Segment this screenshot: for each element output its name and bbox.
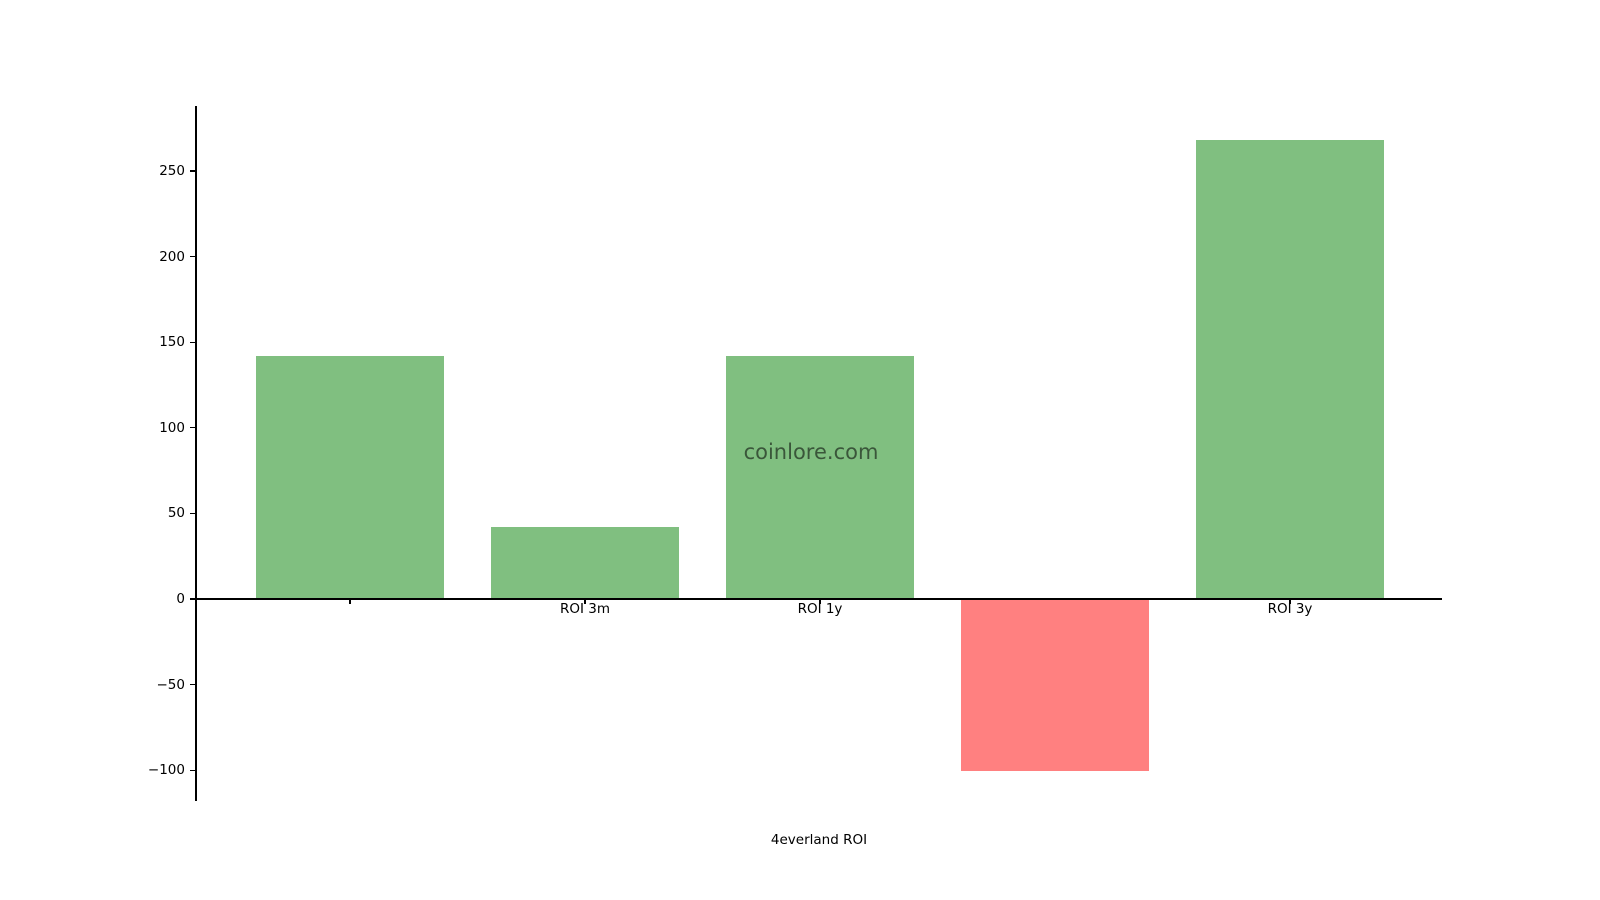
bar-unlabeled-1 (256, 355, 444, 599)
y-tick-label: 250 (159, 163, 185, 179)
watermark-text: coinlore.com (743, 440, 879, 464)
x-axis-zero-line (196, 598, 1442, 600)
y-tick-mark (190, 427, 196, 429)
y-tick-mark (190, 512, 196, 514)
x-tick-mark (584, 599, 586, 604)
x-tick-label: ROI 3m (559, 601, 611, 617)
y-tick-label: −50 (156, 676, 186, 693)
x-tick-mark (819, 599, 821, 604)
y-tick-label: 150 (159, 334, 185, 351)
y-tick-mark (190, 598, 196, 600)
y-tick-label: 200 (159, 248, 185, 265)
bar-roi-3y (1196, 140, 1384, 599)
y-tick-label: 50 (167, 505, 185, 522)
y-tick-mark (190, 256, 196, 258)
y-tick-mark (190, 170, 196, 172)
bar-roi-3m (491, 527, 679, 599)
bar-unlabeled-4 (961, 600, 1149, 772)
y-tick-label: 100 (159, 419, 185, 436)
x-axis-title: 4everland ROI (770, 832, 868, 848)
x-tick-label: ROI 3y (1267, 601, 1313, 617)
x-tick-mark (1289, 599, 1291, 604)
y-tick-label: 0 (176, 591, 185, 607)
bar-roi-1y (726, 355, 914, 599)
y-tick-label: −100 (147, 762, 185, 779)
x-tick-label: ROI 1y (797, 601, 843, 617)
y-axis-line (195, 106, 197, 801)
x-tick-mark (349, 599, 351, 604)
y-tick-mark (190, 684, 196, 686)
y-tick-mark (190, 341, 196, 343)
y-tick-mark (190, 769, 196, 771)
